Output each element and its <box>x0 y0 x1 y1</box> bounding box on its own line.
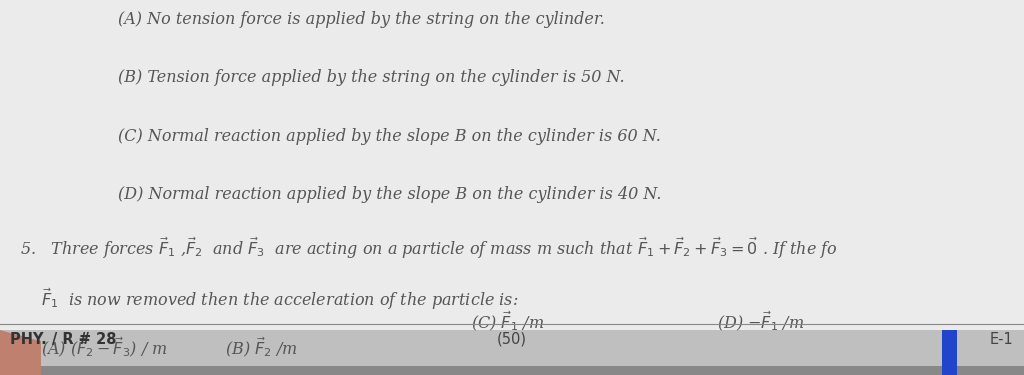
Text: (50): (50) <box>497 332 527 347</box>
Text: (C) Normal reaction applied by the slope B on the cylinder is 60 N.: (C) Normal reaction applied by the slope… <box>118 128 660 144</box>
Text: PHY. / R # 28: PHY. / R # 28 <box>10 332 117 347</box>
Bar <box>0 0 1024 330</box>
Text: (B) $\vec{F}_2$ /m: (B) $\vec{F}_2$ /m <box>225 336 298 359</box>
Bar <box>0 366 1024 375</box>
Text: (D) Normal reaction applied by the slope B on the cylinder is 40 N.: (D) Normal reaction applied by the slope… <box>118 186 662 202</box>
Text: (B) Tension force applied by the string on the cylinder is 50 N.: (B) Tension force applied by the string … <box>118 69 625 86</box>
Text: (C) $\vec{F}_1$ /m: (C) $\vec{F}_1$ /m <box>471 309 545 333</box>
Text: (A) ($\vec{F}_2 - \vec{F}_3$) / m: (A) ($\vec{F}_2 - \vec{F}_3$) / m <box>41 336 168 359</box>
Bar <box>0 330 1024 375</box>
Polygon shape <box>0 330 41 375</box>
Bar <box>942 330 957 375</box>
Text: 5.   Three forces $\vec{F}_1$ ,$\vec{F}_2$  and $\vec{F}_3$  are acting on a par: 5. Three forces $\vec{F}_1$ ,$\vec{F}_2$… <box>20 236 839 261</box>
Text: (A) No tension force is applied by the string on the cylinder.: (A) No tension force is applied by the s… <box>118 11 604 28</box>
Text: $\vec{F}_1$  is now removed then the acceleration of the particle is:: $\vec{F}_1$ is now removed then the acce… <box>41 287 518 312</box>
Text: (D) $-\vec{F}_1$ /m: (D) $-\vec{F}_1$ /m <box>717 309 804 333</box>
Text: E-1: E-1 <box>990 332 1014 347</box>
